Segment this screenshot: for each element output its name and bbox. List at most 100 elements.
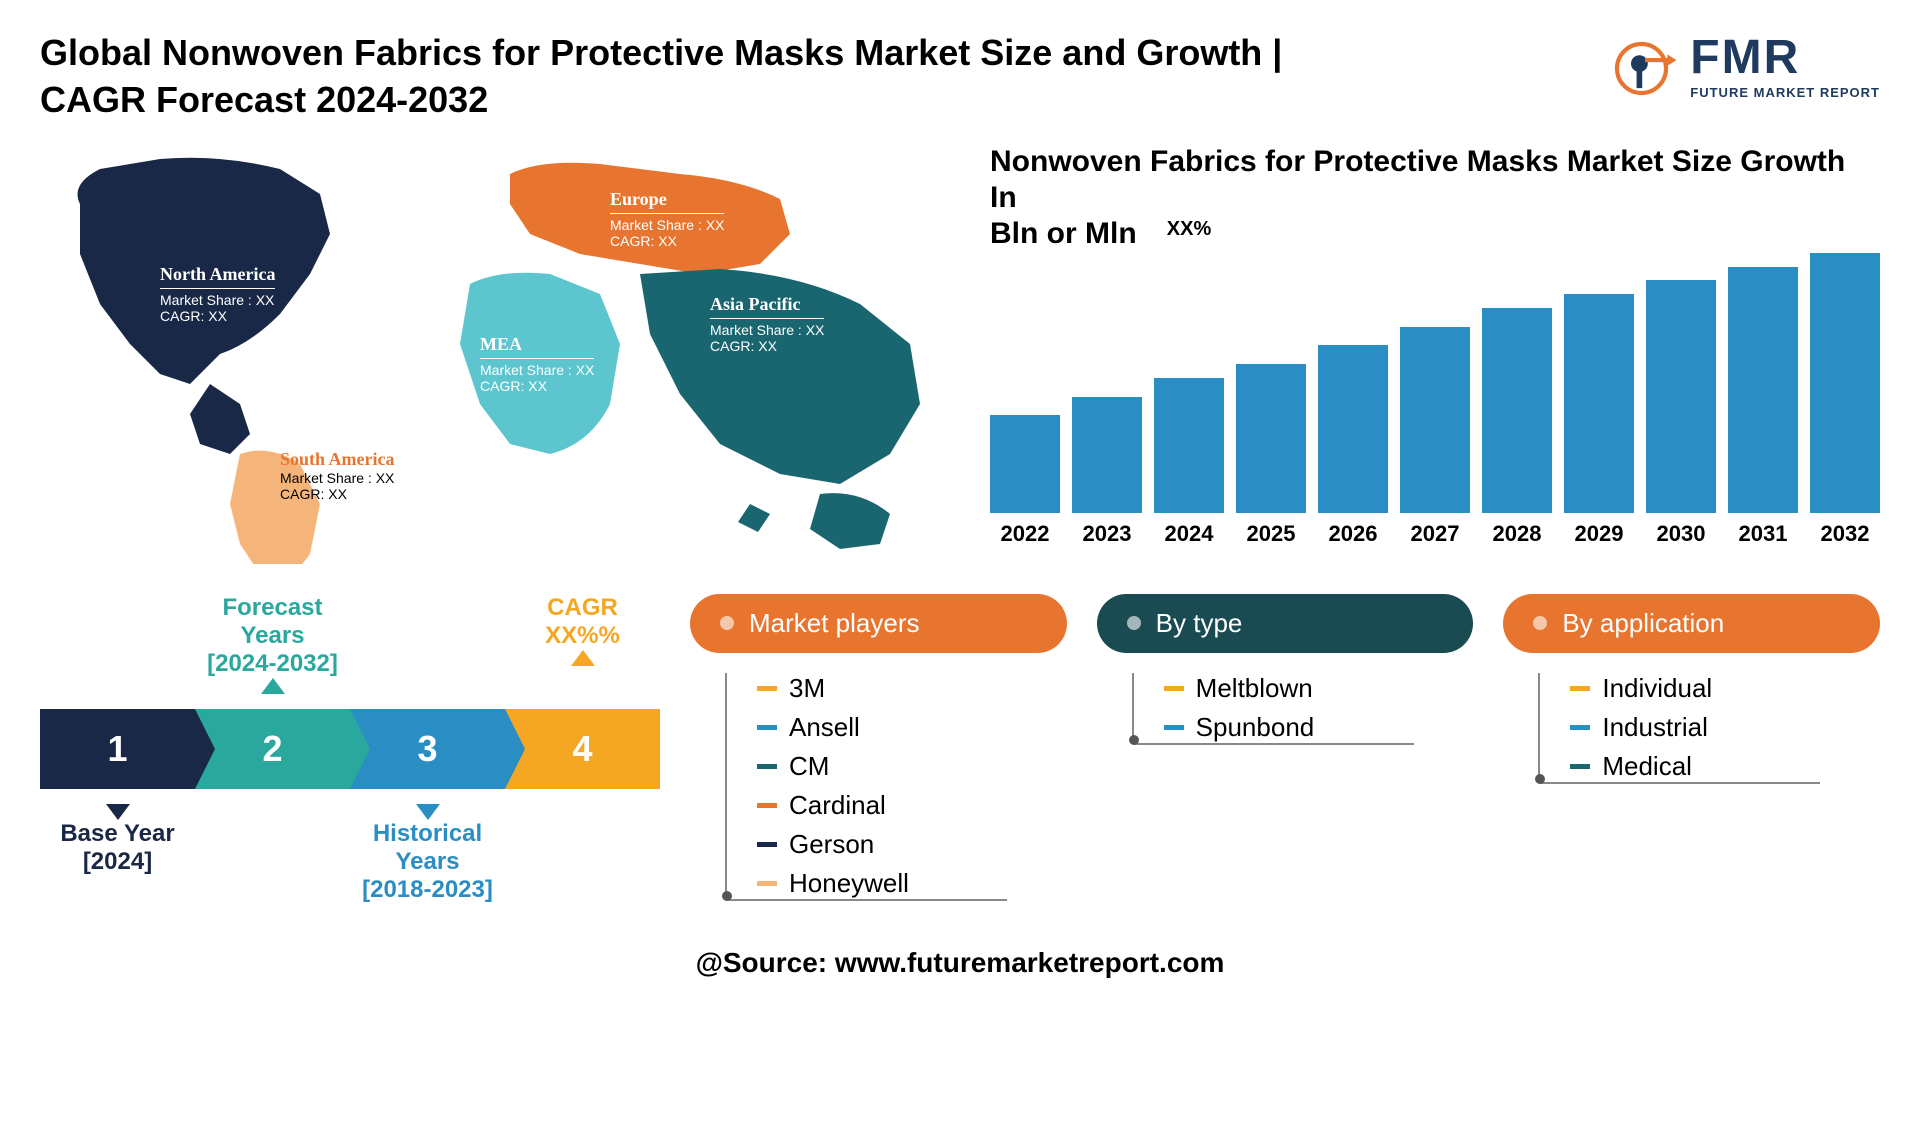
map-label-ap: Asia Pacific Market Share : XX CAGR: XX	[710, 294, 824, 354]
by-application-card: By application Individual Industrial Medic…	[1503, 594, 1880, 790]
item-text: 3M	[789, 673, 825, 704]
bar-year: 2028	[1493, 521, 1542, 547]
application-list: Individual Industrial Medical	[1538, 673, 1880, 782]
players-header: Market players	[690, 594, 1067, 653]
item-text: Gerson	[789, 829, 874, 860]
bar-year: 2031	[1739, 521, 1788, 547]
item-text: Meltblown	[1196, 673, 1313, 704]
timeline-seg-4: 4	[505, 709, 660, 789]
item-text: Honeywell	[789, 868, 909, 899]
map-label-eu: Europe Market Share : XX CAGR: XX	[610, 189, 724, 249]
timeline-seg-1: 1	[40, 709, 195, 789]
item-text: Medical	[1602, 751, 1692, 782]
bar-year: 2026	[1329, 521, 1378, 547]
bar-year: 2022	[1001, 521, 1050, 547]
forecast-label: Forecast Years[2024-2032]	[195, 594, 350, 699]
bar	[1236, 364, 1306, 513]
type-list: Meltblown Spunbond	[1132, 673, 1474, 743]
bar-year: 2027	[1411, 521, 1460, 547]
bar	[1482, 308, 1552, 512]
type-header: By type	[1097, 594, 1474, 653]
marker-icon	[1570, 725, 1590, 730]
players-list: 3M Ansell CM Cardinal Gerson Honeywell	[725, 673, 1067, 899]
list-item: Gerson	[757, 829, 1067, 860]
list-item: Cardinal	[757, 790, 1067, 821]
bar-2030: 2030	[1646, 280, 1716, 546]
bar	[1728, 267, 1798, 513]
bar-year: 2025	[1247, 521, 1296, 547]
timeline-bar: 1234	[40, 709, 660, 789]
map-label-sa: South America Market Share : XX CAGR: XX	[280, 449, 395, 502]
marker-icon	[1164, 686, 1184, 691]
bar-2031: 2031	[1728, 267, 1798, 547]
bar-2022: 2022	[990, 415, 1060, 547]
list-item: Ansell	[757, 712, 1067, 743]
base-label: Base Year[2024]	[40, 799, 195, 904]
list-item: CM	[757, 751, 1067, 782]
marker-icon	[757, 764, 777, 769]
bar-year: 2032	[1821, 521, 1870, 547]
marker-icon	[757, 881, 777, 886]
bar	[1072, 397, 1142, 513]
list-item: Honeywell	[757, 868, 1067, 899]
item-text: Spunbond	[1196, 712, 1315, 743]
marker-icon	[757, 842, 777, 847]
bar	[1318, 345, 1388, 512]
item-text: Cardinal	[789, 790, 886, 821]
cagr-label: CAGRXX%%	[505, 594, 660, 699]
timeline-seg-2: 2	[195, 709, 350, 789]
list-item: Medical	[1570, 751, 1880, 782]
logo-main: FMR	[1690, 30, 1880, 85]
list-item: Meltblown	[1164, 673, 1474, 704]
timeline: Forecast Years[2024-2032] CAGRXX%% 1234 …	[40, 594, 660, 904]
bar-2032: XX%2032	[1810, 253, 1880, 547]
bar-year: 2023	[1083, 521, 1132, 547]
logo-text: FMR FUTURE MARKET REPORT	[1690, 30, 1880, 100]
map-label-na: North America Market Share : XX CAGR: XX	[160, 264, 275, 324]
marker-icon	[757, 686, 777, 691]
list-item: Individual	[1570, 673, 1880, 704]
by-type-card: By type Meltblown Spunbond	[1097, 594, 1474, 751]
bar-chart-section: Nonwoven Fabrics for Protective Masks Ma…	[990, 144, 1880, 564]
page-title: Global Nonwoven Fabrics for Protective M…	[40, 30, 1340, 124]
source-text: @Source: www.futuremarketreport.com	[40, 947, 1880, 979]
item-text: CM	[789, 751, 829, 782]
bar-chart: 2022 2023 XX%2024 2025 2026 2027 2028 2029 2030 2…	[990, 267, 1880, 547]
bar-2026: 2026	[1318, 345, 1388, 546]
marker-icon	[757, 803, 777, 808]
application-header: By application	[1503, 594, 1880, 653]
bar-2029: 2029	[1564, 294, 1634, 546]
bar-year: 2029	[1575, 521, 1624, 547]
marker-icon	[1570, 686, 1590, 691]
bar	[1564, 294, 1634, 512]
timeline-seg-3: 3	[350, 709, 505, 789]
marker-icon	[757, 725, 777, 730]
bar-2028: 2028	[1482, 308, 1552, 546]
logo: FMR FUTURE MARKET REPORT	[1610, 30, 1880, 100]
item-text: Ansell	[789, 712, 860, 743]
bar	[1400, 327, 1470, 513]
bar	[1810, 253, 1880, 513]
list-item: Spunbond	[1164, 712, 1474, 743]
map-label-mea: MEA Market Share : XX CAGR: XX	[480, 334, 594, 394]
bar-year: 2024	[1165, 521, 1214, 547]
bar-2025: 2025	[1236, 364, 1306, 547]
historical-label: Historical Years[2018-2023]	[350, 799, 505, 904]
list-item: 3M	[757, 673, 1067, 704]
bar-2027: 2027	[1400, 327, 1470, 547]
item-text: Industrial	[1602, 712, 1708, 743]
item-text: Individual	[1602, 673, 1712, 704]
list-item: Industrial	[1570, 712, 1880, 743]
header: Global Nonwoven Fabrics for Protective M…	[40, 30, 1880, 124]
bar	[1646, 280, 1716, 512]
timeline-top-labels: Forecast Years[2024-2032] CAGRXX%%	[40, 594, 660, 699]
logo-sub: FUTURE MARKET REPORT	[1690, 85, 1880, 100]
bar-2023: 2023	[1072, 397, 1142, 547]
timeline-bottom-labels: Base Year[2024] Historical Years[2018-20…	[40, 799, 660, 904]
market-players-card: Market players 3M Ansell CM Cardinal Gerson H…	[690, 594, 1067, 907]
bar-year: 2030	[1657, 521, 1706, 547]
bar-2024: XX%2024	[1154, 378, 1224, 547]
bar	[1154, 378, 1224, 513]
marker-icon	[1164, 725, 1184, 730]
main-row: North America Market Share : XX CAGR: XX…	[40, 144, 1880, 564]
